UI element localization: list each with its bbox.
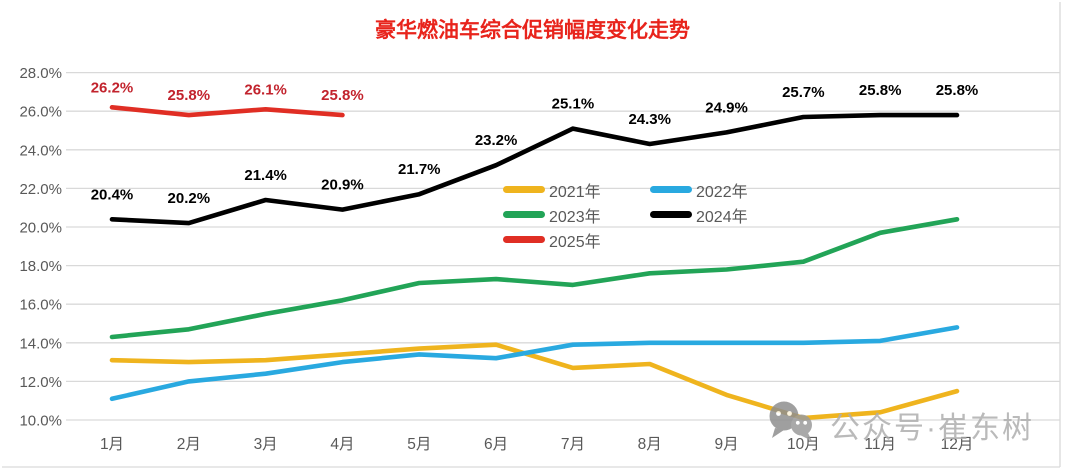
y-axis-tick-label: 16.0% — [19, 297, 62, 314]
x-axis-tick-label: 1月 — [100, 436, 124, 453]
data-label-2024年: 21.4% — [244, 167, 287, 184]
legend-label: 2025年 — [549, 233, 601, 251]
data-label-2024年: 23.2% — [475, 132, 518, 149]
x-axis-tick-label: 4月 — [330, 436, 354, 453]
chart-title: 豪华燃油车综合促销幅度变化走势 — [375, 19, 690, 42]
y-axis-tick-label: 26.0% — [19, 104, 62, 121]
legend-item-2022年: 2022年 — [650, 177, 797, 202]
data-label-2024年: 25.1% — [552, 96, 595, 113]
series-line-2025年 — [109, 105, 345, 118]
y-axis-tick-label: 10.0% — [19, 413, 62, 430]
data-label-2024年: 24.3% — [628, 111, 671, 128]
y-axis-tick-label: 18.0% — [19, 258, 62, 275]
data-label-2024年: 25.8% — [936, 82, 979, 99]
x-axis-tick-label: 6月 — [484, 436, 508, 453]
data-label-2024年: 25.7% — [782, 84, 825, 101]
watermark: 公众号·崔东树 — [768, 399, 1034, 450]
data-label-2024年: 20.4% — [91, 186, 134, 203]
x-axis-tick-label: 11月 — [864, 436, 896, 453]
data-label-2025年: 25.8% — [321, 87, 364, 104]
y-axis-tick-label: 20.0% — [19, 220, 62, 237]
x-axis-tick-label: 5月 — [407, 436, 431, 453]
data-label-2024年: 24.9% — [705, 99, 748, 116]
data-label-2025年: 26.1% — [244, 81, 287, 98]
legend-swatch-2022年 — [650, 186, 692, 193]
watermark-text: 公众号·崔东树 — [830, 411, 1034, 445]
series-line-2021年 — [109, 342, 960, 421]
data-label-2025年: 26.2% — [91, 79, 134, 96]
legend-item-2025年: 2025年 — [503, 227, 650, 252]
series-line-2022年 — [109, 325, 960, 402]
y-axis-tick-label: 28.0% — [19, 65, 62, 82]
y-axis-tick-label: 12.0% — [19, 374, 62, 391]
x-axis-tick-label: 2月 — [177, 436, 201, 453]
data-label-2024年: 21.7% — [398, 161, 441, 178]
legend-item-2023年: 2023年 — [503, 202, 650, 227]
x-axis-tick-label: 12月 — [941, 436, 974, 453]
x-axis-tick-label: 7月 — [561, 436, 585, 453]
legend-swatch-2025年 — [503, 236, 545, 243]
y-axis-tick-label: 22.0% — [19, 181, 62, 198]
y-axis-tick-label: 14.0% — [19, 335, 62, 352]
legend-label: 2024年 — [696, 208, 748, 226]
data-label-2025年: 25.8% — [168, 87, 211, 104]
legend-item-2021年: 2021年 — [503, 177, 650, 202]
y-axis-tick-label: 24.0% — [19, 142, 62, 159]
data-label-2024年: 25.8% — [859, 82, 902, 99]
x-axis-tick-label: 8月 — [638, 436, 662, 453]
legend-swatch-2023年 — [503, 211, 545, 218]
legend-label: 2023年 — [549, 208, 601, 226]
data-label-2024年: 20.2% — [168, 190, 211, 207]
legend-label: 2022年 — [696, 183, 748, 201]
wechat-icon — [768, 399, 816, 450]
legend-swatch-2021年 — [503, 186, 545, 193]
x-axis-tick-label: 9月 — [714, 436, 738, 453]
series-line-2023年 — [109, 217, 960, 340]
legend-swatch-2024年 — [650, 211, 692, 218]
x-axis-tick-label: 3月 — [254, 436, 278, 453]
legend-item-2024年: 2024年 — [650, 202, 797, 227]
chart-legend: 2021年 2022年 2023年 2024年 2025年 — [503, 177, 797, 252]
data-label-2024年: 20.9% — [321, 177, 364, 194]
series-line-2024年 — [109, 112, 960, 226]
legend-label: 2021年 — [549, 183, 601, 201]
